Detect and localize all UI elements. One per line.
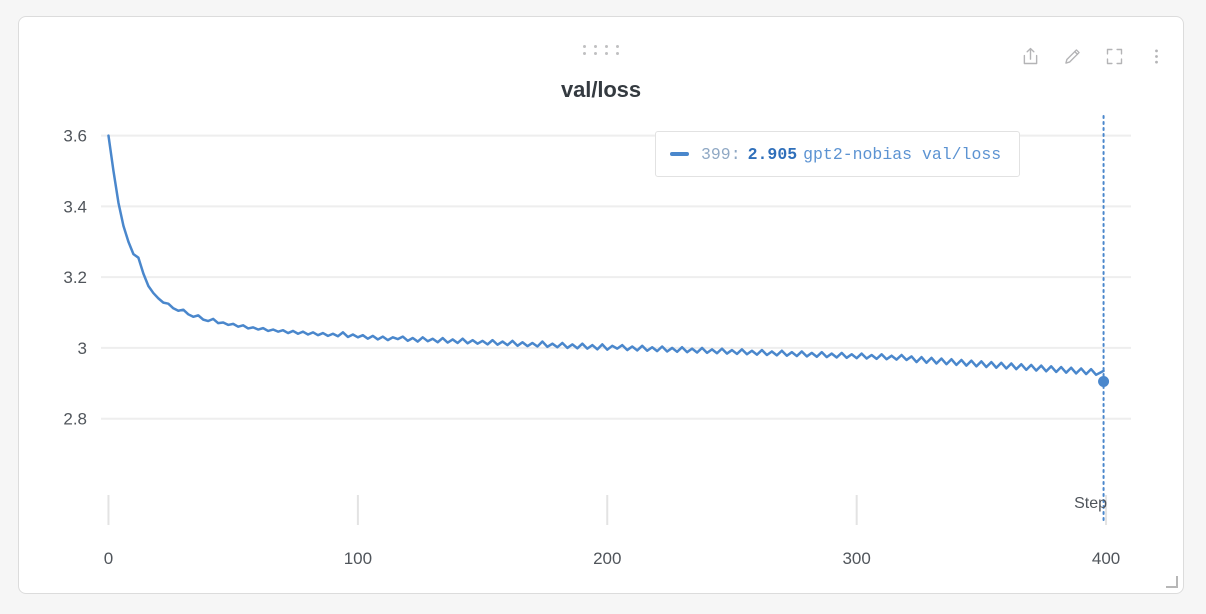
tooltip-series-name: gpt2-nobias val/loss [803, 144, 1002, 164]
resize-handle-vertical-bar [1176, 576, 1178, 588]
drag-dot [616, 52, 619, 55]
y-axis-tick-label: 3.4 [63, 197, 87, 216]
more-options-icon[interactable] [1141, 41, 1171, 71]
x-axis-tick-label: 300 [842, 549, 870, 568]
chart-hover-tooltip: 399: 2.905 gpt2-nobias val/loss [655, 131, 1021, 177]
drag-dot [605, 52, 608, 55]
y-axis-tick-label: 3 [78, 339, 87, 358]
resize-handle-horizontal-bar [1166, 586, 1178, 588]
drag-dot [583, 52, 586, 55]
fullscreen-icon[interactable] [1099, 41, 1129, 71]
share-icon[interactable] [1015, 41, 1045, 71]
drag-dot [583, 45, 586, 48]
drag-dot [605, 45, 608, 48]
drag-dot [616, 45, 619, 48]
x-axis-tick-label: 0 [104, 549, 113, 568]
x-axis-title: Step [1074, 495, 1107, 512]
line-chart: 2.8 3 3.2 3.4 3.6 0 100 200 300 400 Step [63, 115, 1131, 568]
tooltip-step: 399: [701, 144, 741, 164]
series-color-swatch [670, 152, 689, 156]
edit-icon[interactable] [1057, 41, 1087, 71]
cursor-point-marker [1098, 376, 1110, 388]
panel-drag-handle-icon[interactable] [579, 43, 623, 57]
x-axis-tick-label: 200 [593, 549, 621, 568]
panel-toolbar [1015, 41, 1171, 71]
x-axis-tick-label: 100 [344, 549, 372, 568]
drag-dot [594, 45, 597, 48]
page-title: val/loss [561, 77, 641, 102]
tooltip-value: 2.905 [747, 144, 798, 164]
y-axis-tick-label: 3.6 [63, 127, 87, 146]
chart-panel: val/loss [18, 16, 1184, 594]
chart-plot-area: 2.8 3 3.2 3.4 3.6 0 100 200 300 400 Step [19, 17, 1185, 595]
panel-resize-handle[interactable] [1166, 576, 1178, 588]
y-axis-tick-label: 2.8 [63, 410, 87, 429]
drag-dot [594, 52, 597, 55]
x-axis-tick-label: 400 [1092, 549, 1120, 568]
y-axis-tick-label: 3.2 [63, 268, 87, 287]
